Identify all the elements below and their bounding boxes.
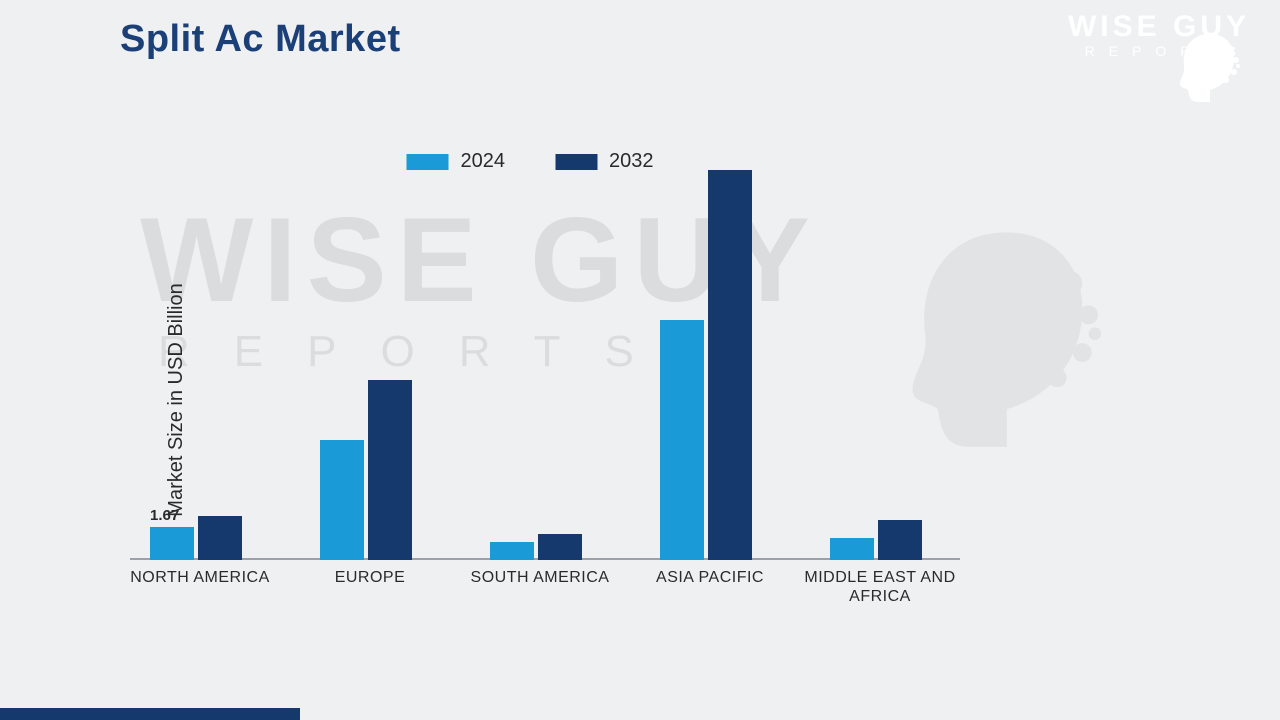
- plot-area: 1.67NORTH AMERICAEUROPESOUTH AMERICAASIA…: [130, 160, 960, 560]
- x-axis-label: SOUTH AMERICA: [460, 560, 620, 587]
- bar: [490, 542, 534, 560]
- bar-chart: Market Size in USD Billion 20242032 1.67…: [100, 160, 960, 640]
- bar: [368, 380, 412, 560]
- footer-strip: [0, 708, 300, 720]
- page-title: Split Ac Market: [120, 18, 401, 61]
- x-axis-label: ASIA PACIFIC: [630, 560, 790, 587]
- brand-logo: WISE GUY REPORTS: [1068, 12, 1250, 58]
- bar: [708, 170, 752, 560]
- bar: [830, 538, 874, 560]
- bar: [660, 320, 704, 560]
- head-icon: [1176, 30, 1246, 106]
- x-axis-label: NORTH AMERICA: [120, 560, 280, 587]
- bar: [878, 520, 922, 560]
- bar: [538, 534, 582, 560]
- bar: [320, 440, 364, 560]
- bar-value-label: 1.67: [150, 507, 179, 527]
- x-axis-label: MIDDLE EAST AND AFRICA: [800, 560, 960, 606]
- bar: 1.67: [150, 527, 194, 560]
- bar: [198, 516, 242, 560]
- x-axis-label: EUROPE: [290, 560, 450, 587]
- page: Split Ac Market WISE GUY REPORTS WISE GU…: [0, 0, 1280, 720]
